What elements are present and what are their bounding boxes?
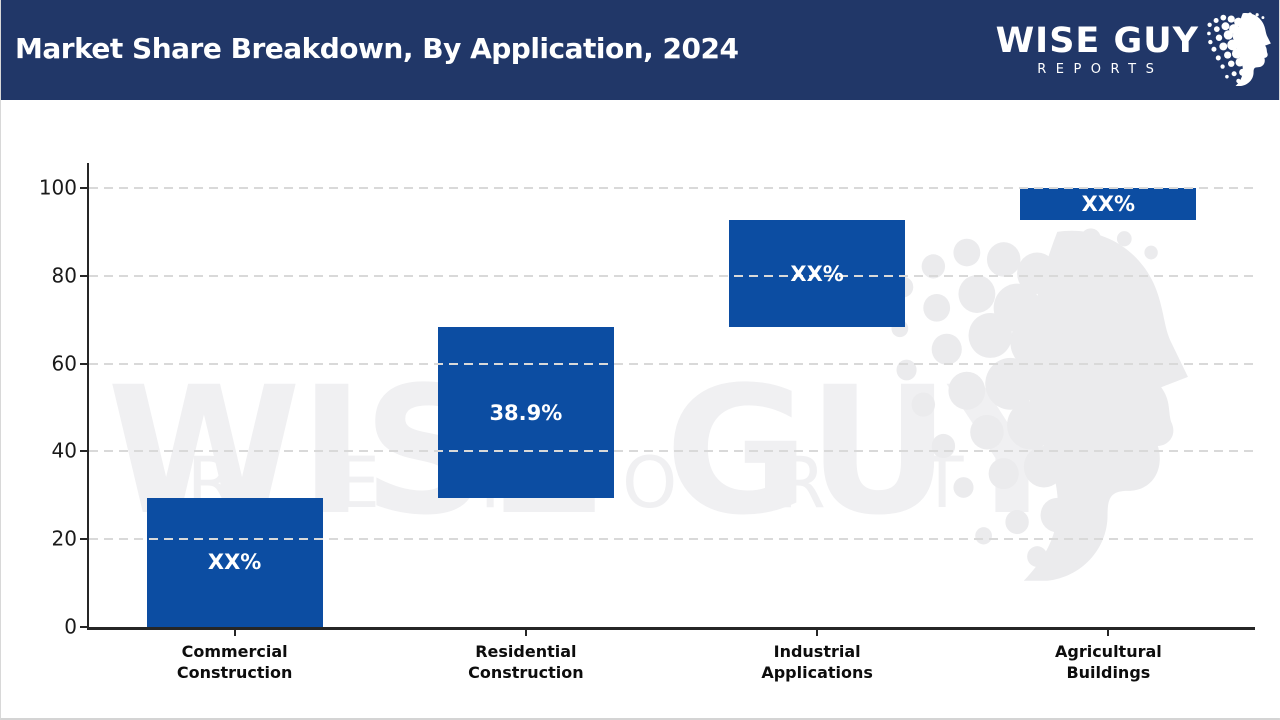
x-category-label: Commercial Construction bbox=[125, 641, 345, 683]
logo-wordmark: WISE GUY bbox=[995, 20, 1199, 61]
x-category-label: Agricultural Buildings bbox=[998, 641, 1218, 683]
y-tick-mark bbox=[80, 538, 88, 541]
x-tick-mark bbox=[1107, 628, 1110, 636]
logo-text: WISE GUY REPORTS bbox=[995, 20, 1199, 77]
x-axis-line bbox=[87, 627, 1255, 630]
x-tick-mark bbox=[816, 628, 819, 636]
y-tick-label: 20 bbox=[51, 526, 77, 551]
logo-subtext: REPORTS bbox=[1037, 61, 1164, 77]
header-bar: Market Share Breakdown, By Application, … bbox=[1, 0, 1279, 100]
gridline-60 bbox=[89, 362, 1257, 365]
chart-area: WISE GUY REPORTS 020406080100CommercialC… bbox=[1, 100, 1280, 718]
plot: 0 20 40 60 80 100 Commercial Construction Reside… bbox=[1, 100, 1280, 718]
x-category-label-line: Construction bbox=[468, 663, 584, 683]
x-category-label-line: Buildings bbox=[1066, 663, 1151, 683]
x-tick-mark bbox=[524, 628, 527, 636]
y-tick-mark bbox=[80, 362, 88, 365]
chart-bar-3 bbox=[729, 220, 906, 328]
wise-guy-logo: WISE GUY REPORTS bbox=[996, 0, 1273, 100]
y-tick-label: 60 bbox=[51, 351, 77, 376]
gridline-80 bbox=[89, 274, 1257, 277]
gridline-100 bbox=[89, 187, 1257, 189]
x-category-label-line: Commercial bbox=[181, 642, 288, 661]
y-tick-label: 80 bbox=[51, 263, 77, 288]
y-tick-label: 40 bbox=[51, 438, 77, 463]
gridline-40 bbox=[89, 450, 1257, 453]
x-category-label: Residential Construction bbox=[416, 641, 636, 683]
bar-value-label: XX% bbox=[1081, 192, 1136, 217]
chart-bar-4 bbox=[1020, 188, 1197, 221]
bar-value-label: XX% bbox=[790, 261, 844, 286]
x-category-label-line: Residential bbox=[475, 642, 577, 661]
x-category-label-line: Agricultural bbox=[1054, 642, 1162, 661]
y-tick-mark bbox=[80, 626, 88, 628]
bar-value-label: XX% bbox=[207, 550, 262, 575]
logo-head-icon bbox=[1207, 12, 1271, 87]
x-category-label: Industrial Applications bbox=[707, 641, 927, 683]
y-tick-mark bbox=[80, 274, 88, 277]
y-tick-mark bbox=[80, 450, 88, 453]
chart-bar-1 bbox=[146, 497, 323, 627]
x-category-label-line: Industrial bbox=[773, 642, 861, 661]
y-tick-label: 0 bbox=[64, 614, 77, 639]
x-category-label-line: Applications bbox=[761, 663, 873, 683]
x-tick-mark bbox=[233, 628, 236, 636]
y-tick-mark bbox=[80, 187, 88, 189]
gridline-20 bbox=[89, 538, 1257, 541]
y-axis-line bbox=[87, 163, 89, 630]
y-tick-label: 100 bbox=[38, 175, 77, 200]
chart-title: Market Share Breakdown, By Application, … bbox=[15, 32, 739, 66]
bar-value-label: 38.9% bbox=[489, 400, 563, 425]
chart-bar-2 bbox=[437, 327, 614, 498]
x-category-label-line: Construction bbox=[176, 663, 293, 683]
